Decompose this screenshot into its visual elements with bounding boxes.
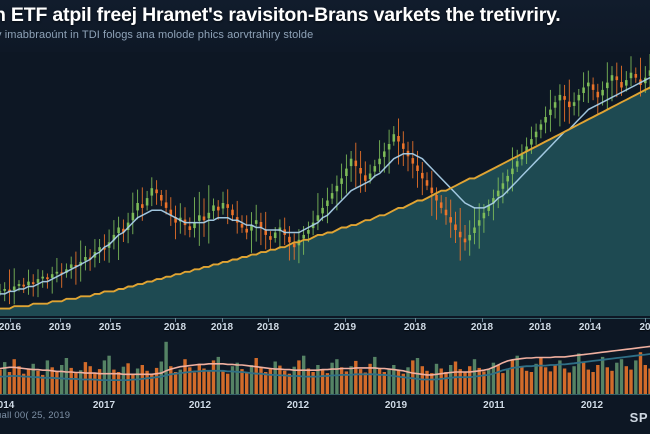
volume-x-tick: 014: [0, 400, 15, 411]
price-panel: [0, 52, 650, 318]
price-x-tickmark: [540, 318, 541, 322]
price-x-tickmark: [345, 318, 346, 322]
volume-x-tick: 2012: [580, 400, 604, 411]
price-x-tick: 2018: [528, 322, 552, 333]
chart-footer: uall 00( 25, 2019 SP: [0, 404, 650, 434]
price-x-tick: 2018: [403, 322, 427, 333]
price-x-tick: 2018: [256, 322, 280, 333]
price-x-tick: 2018: [470, 322, 494, 333]
price-x-tickmark: [590, 318, 591, 322]
price-x-tick: 2018: [163, 322, 187, 333]
page-title: n ETF atpil freej Hramet's ravisiton-Bra…: [0, 4, 561, 26]
price-x-tick: 2018: [210, 322, 234, 333]
volume-x-axis: 014 2017 2012 2012 2019 2011 2012: [0, 396, 650, 418]
price-x-tick: 2016: [0, 322, 22, 333]
volume-x-tick: 2012: [286, 400, 310, 411]
price-chart-svg: [0, 54, 650, 316]
volume-x-tick: 2011: [483, 400, 505, 411]
volume-axis-line: [0, 394, 650, 395]
price-x-tickmark: [415, 318, 416, 322]
price-x-axis: 2016 2019 2015 2018 2018 2018 2019 2018 2018 2018…: [0, 318, 650, 340]
price-x-tickmark: [222, 318, 223, 322]
footer-note: uall 00( 25, 2019: [0, 410, 71, 421]
price-x-tick: 2019: [333, 322, 357, 333]
chart-header: n ETF atpil freej Hramet's ravisiton-Bra…: [0, 0, 650, 52]
page-subtitle: y imabbraoúnt in TDI fologs ana molode p…: [0, 29, 314, 41]
price-x-tickmark: [60, 318, 61, 322]
price-x-tickmark: [110, 318, 111, 322]
volume-x-tick: 2012: [188, 400, 212, 411]
price-x-tickmark: [10, 318, 11, 322]
volume-x-tick: 2017: [92, 400, 116, 411]
price-x-tick: 20: [639, 322, 650, 333]
volume-x-tick: 2019: [384, 400, 408, 411]
volume-chart-svg: [0, 341, 650, 394]
price-x-tickmark: [482, 318, 483, 322]
volume-panel: [0, 334, 650, 396]
price-x-tickmark: [175, 318, 176, 322]
price-x-tick: 2014: [578, 322, 602, 333]
watermark-label: SP: [629, 410, 648, 425]
price-x-tick: 2015: [98, 322, 122, 333]
price-x-tickmark: [268, 318, 269, 322]
price-x-tickmark: [645, 318, 646, 322]
price-x-tick: 2019: [48, 322, 72, 333]
price-axis-line: [0, 318, 650, 319]
